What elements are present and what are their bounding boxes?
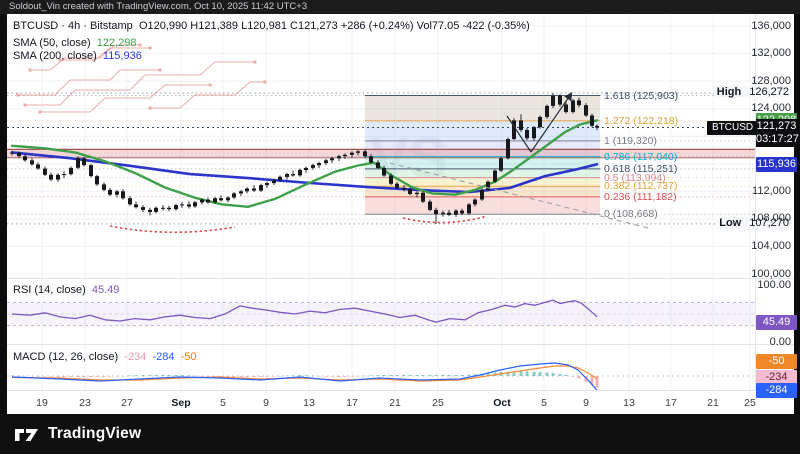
sma200-legend[interactable]: SMA (200, close) 115,936 [13, 50, 142, 62]
chart-watermark: VS [370, 126, 447, 191]
time-tick-label: 5 [220, 397, 226, 409]
supply-zone[interactable] [7, 149, 755, 158]
circuit-watermark [16, 43, 267, 114]
rsi-scale-top: 100.00 [757, 279, 791, 291]
macd-hist-badge: -234 [756, 370, 797, 385]
macd-label: MACD (12, 26, close) [13, 351, 119, 363]
rsi-scale-bottom: 0.00 [769, 336, 791, 348]
macd-pane[interactable] [7, 362, 755, 391]
time-tick-label: 21 [389, 397, 401, 409]
rsi-value: 45.49 [91, 284, 120, 296]
rsi-label: RSI (14, close) [13, 284, 86, 296]
fib-level-label: 0.618 (115,251) [604, 162, 678, 175]
rsi-axis-badge: 45.49 [756, 315, 797, 330]
time-tick-label: 9 [263, 397, 269, 409]
tradingview-wordmark[interactable]: TradingView [48, 425, 142, 442]
macd-line-badge: -284 [756, 383, 797, 398]
symbol-legend[interactable]: BTCUSD · 4h · Bitstamp O120,990 H121,389… [13, 20, 530, 32]
high-label: High [716, 86, 742, 98]
trendline-up-arrow[interactable] [530, 92, 573, 153]
rsi-pane[interactable] [7, 299, 755, 327]
sma200-value: 115,936 [102, 50, 142, 62]
low-marker: Low 107,270 [716, 217, 792, 229]
sma200-axis-badge: 115,936 [756, 157, 797, 172]
sma50-line[interactable] [10, 119, 599, 208]
sma50-label: SMA (50, close) [13, 37, 91, 49]
fib-level-label: 0.5 (113,994) [604, 171, 666, 184]
symbol-axis-chip: BTCUSD [707, 121, 759, 135]
low-value: 107,270 [749, 217, 789, 229]
fib-level-label: 0 (108,668) [604, 208, 658, 221]
rsi-legend[interactable]: RSI (14, close) 45.49 [13, 284, 119, 296]
price-tick-label: 136,000 [751, 19, 791, 32]
time-tick-label: 19 [36, 397, 48, 409]
bar-countdown: 03:17:27 [756, 133, 799, 145]
fib-level-label: 0.382 (112,737) [604, 180, 678, 193]
fib-level-label: 1.272 (122,218) [604, 114, 679, 127]
time-tick-label: 21 [707, 397, 719, 409]
price-tick-label: 124,000 [751, 102, 791, 115]
drawings[interactable] [109, 92, 649, 234]
macd-line-value: -284 [152, 351, 175, 363]
price-tick-label: 108,000 [751, 212, 791, 225]
symbol-title: BTCUSD · 4h · Bitstamp [13, 20, 133, 32]
macd-signal-value: -50 [180, 351, 197, 363]
sma50-value: 122,298 [96, 37, 137, 49]
time-tick-label: 13 [303, 397, 315, 409]
time-tick-label: Oct [493, 397, 511, 409]
macd-main-line[interactable] [11, 362, 598, 391]
ohlc-values: O120,990 H121,389 L120,981 C121,273 +286… [138, 20, 530, 32]
pane-separator[interactable] [7, 278, 794, 279]
price-axis-border [755, 14, 756, 390]
low-label: Low [719, 217, 742, 229]
bottom-brand-bar: TradingView [0, 414, 800, 454]
time-tick-label: 27 [121, 397, 133, 409]
fib-level-label: 1 (119,320) [604, 134, 657, 147]
high-marker: High 126,272 [713, 86, 792, 98]
macd-hist-value: -234 [124, 351, 147, 363]
sma50-legend[interactable]: SMA (50, close) 122,298 [13, 37, 137, 49]
sma200-label: SMA (200, close) [13, 50, 97, 62]
rounded-bottom-arc[interactable] [109, 225, 236, 234]
sma200-line[interactable] [10, 151, 599, 194]
time-tick-label: 17 [346, 397, 358, 409]
pane-separator[interactable] [7, 344, 794, 345]
tradingview-logo-icon[interactable] [14, 425, 40, 443]
time-tick-label: 17 [665, 397, 677, 409]
price-tick-label: 128,000 [751, 74, 791, 87]
time-tick-label: 25 [432, 397, 444, 409]
grid [7, 14, 755, 390]
attribution-text: Soldout_Vin created with TradingView.com… [9, 1, 308, 12]
attribution-bar: Soldout_Vin created with TradingView.com… [0, 0, 800, 14]
rounded-bottom-arc[interactable] [402, 215, 488, 224]
price-tick-label: 104,000 [751, 239, 791, 252]
fib-level-label: 0.786 (117,040) [604, 150, 678, 163]
time-tick-label: 23 [79, 397, 91, 409]
time-tick-label: 5 [541, 397, 547, 409]
macd-signal-line[interactable] [11, 365, 598, 382]
time-axis-border [7, 390, 794, 391]
time-tick-label: 25 [744, 397, 756, 409]
candlesticks[interactable] [10, 93, 599, 224]
high-value: 126,272 [749, 86, 789, 98]
time-tick-label: 9 [583, 397, 589, 409]
rsi-line[interactable] [11, 299, 598, 323]
price-tick-label: 100,000 [751, 267, 791, 280]
macd-legend[interactable]: MACD (12, 26, close) -234 -284 -50 [13, 351, 197, 363]
price-tick-label: 132,000 [751, 47, 791, 59]
fib-level-label: 1.618 (125,903) [604, 89, 679, 102]
price-tick-label: 112,000 [752, 184, 791, 197]
last-price-badge: 121,273 03:17:27 [756, 119, 799, 147]
trendline-down[interactable] [506, 115, 532, 153]
time-tick-label: 13 [623, 397, 635, 409]
time-tick-label: Sep [171, 397, 191, 409]
fib-level-label: 0.236 (111,182) [604, 190, 677, 203]
last-price-value: 121,273 [756, 120, 797, 132]
macd-signal-badge: -50 [756, 354, 797, 369]
